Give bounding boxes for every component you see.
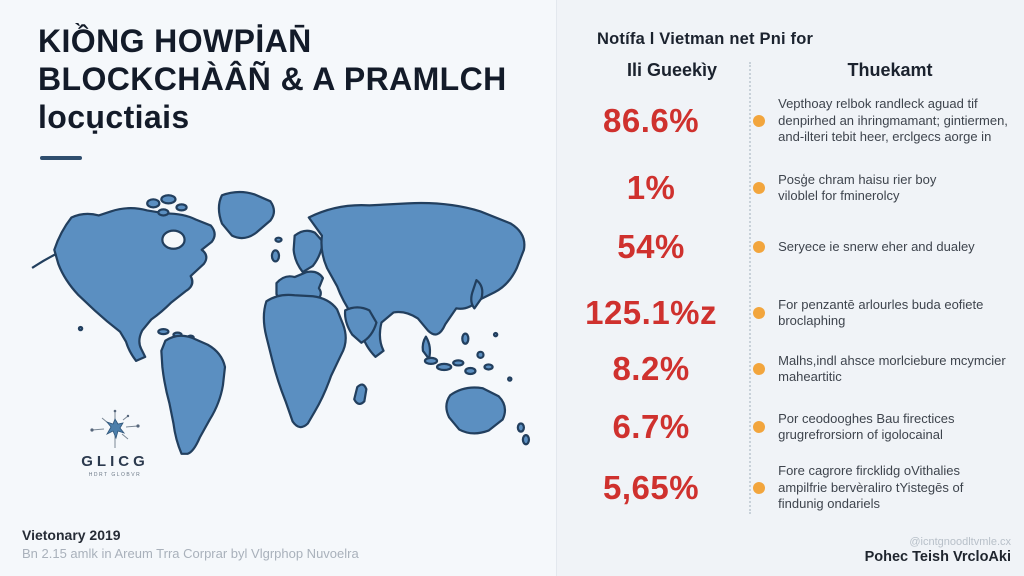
stat-description: For penzantē arlourles buda eofiete broc… <box>778 296 984 329</box>
logo-name: GLICG <box>81 453 149 470</box>
stat-row: 1% Posģe chram haisu rier boy viloblel f… <box>557 163 1024 213</box>
stat-value: 54% <box>617 228 685 265</box>
stat-value: 6.7% <box>612 408 690 445</box>
stat-value: 8.2% <box>612 350 690 387</box>
stat-row: 54% Seryece ie snerw eher and dualey <box>557 222 1024 272</box>
left-panel: KIỒNG HOWPİAN̄ BLOCKCHÀÂÑ & A PRAMLCH lo… <box>22 23 531 561</box>
bullet-dot <box>753 363 766 375</box>
stat-value: 5,65% <box>603 469 700 506</box>
vertical-dotted-divider <box>749 62 751 514</box>
stat-value: 125.1%z <box>585 294 718 331</box>
world-map-image <box>31 190 531 455</box>
bullet-dot <box>753 482 766 494</box>
stat-description: Vepthoay relbok randleck aguad tif denpi… <box>778 96 1008 145</box>
stats-panel: Notífa l Vietman net Pni for Ili Gueekìy… <box>556 0 1024 576</box>
stat-description: Malhs,indl ahsce morlciebure mcymcier ma… <box>778 352 1006 385</box>
footer-source-title: Vietonary 2019 <box>22 527 121 543</box>
stat-value: 86.6% <box>603 102 700 139</box>
stat-row: 8.2% Malhs,indl ahsce morlciebure mcymci… <box>557 344 1024 394</box>
bullet-dot <box>753 307 766 319</box>
stats-header: Notífa l Vietman net Pni for <box>597 30 814 48</box>
bullet-dot <box>753 421 766 433</box>
compass-star-icon <box>90 409 140 448</box>
bullet-dot <box>753 115 766 127</box>
footer-credit: Pohec Teish VrcloAki <box>864 549 1011 565</box>
page-title: KIỒNG HOWPİAN̄ BLOCKCHÀÂÑ & A PRAMLCH lo… <box>38 23 507 135</box>
bullet-dot <box>753 182 766 194</box>
stat-row: 5,65% Fore cagrore fircklidg oVithalies … <box>557 457 1024 519</box>
logo-tagline: HDRT GLOBVR <box>88 472 142 478</box>
stat-description: Seryece ie snerw eher and dualey <box>778 238 975 254</box>
stat-description: Por ceodooghes Bau firectices grugrefror… <box>778 410 955 443</box>
logo: GLICG HDRT GLOBVR <box>55 408 175 478</box>
bullet-dot <box>753 241 766 253</box>
column-header-right: Thuekamt <box>847 60 933 80</box>
stat-row: 125.1%z For penzantē arlourles buda eofi… <box>557 288 1024 338</box>
stat-description: Posģe chram haisu rier boy viloblel for … <box>778 171 937 204</box>
title-underline <box>40 156 82 160</box>
stat-value: 1% <box>626 169 676 206</box>
column-header-left: Ili Gueekìy <box>626 60 718 80</box>
stat-row: 6.7% Por ceodooghes Bau firectices grugr… <box>557 402 1024 452</box>
footer-handle: @icntgnoodltvmle.cx <box>909 536 1011 548</box>
footer-source-note: Bn 2.15 amlk in Areum Trra Corprar byl V… <box>22 546 359 561</box>
stat-row: 86.6% Vepthoay relbok randleck aguad tif… <box>557 91 1024 151</box>
stat-description: Fore cagrore fircklidg oVithalies ampilf… <box>778 463 964 512</box>
